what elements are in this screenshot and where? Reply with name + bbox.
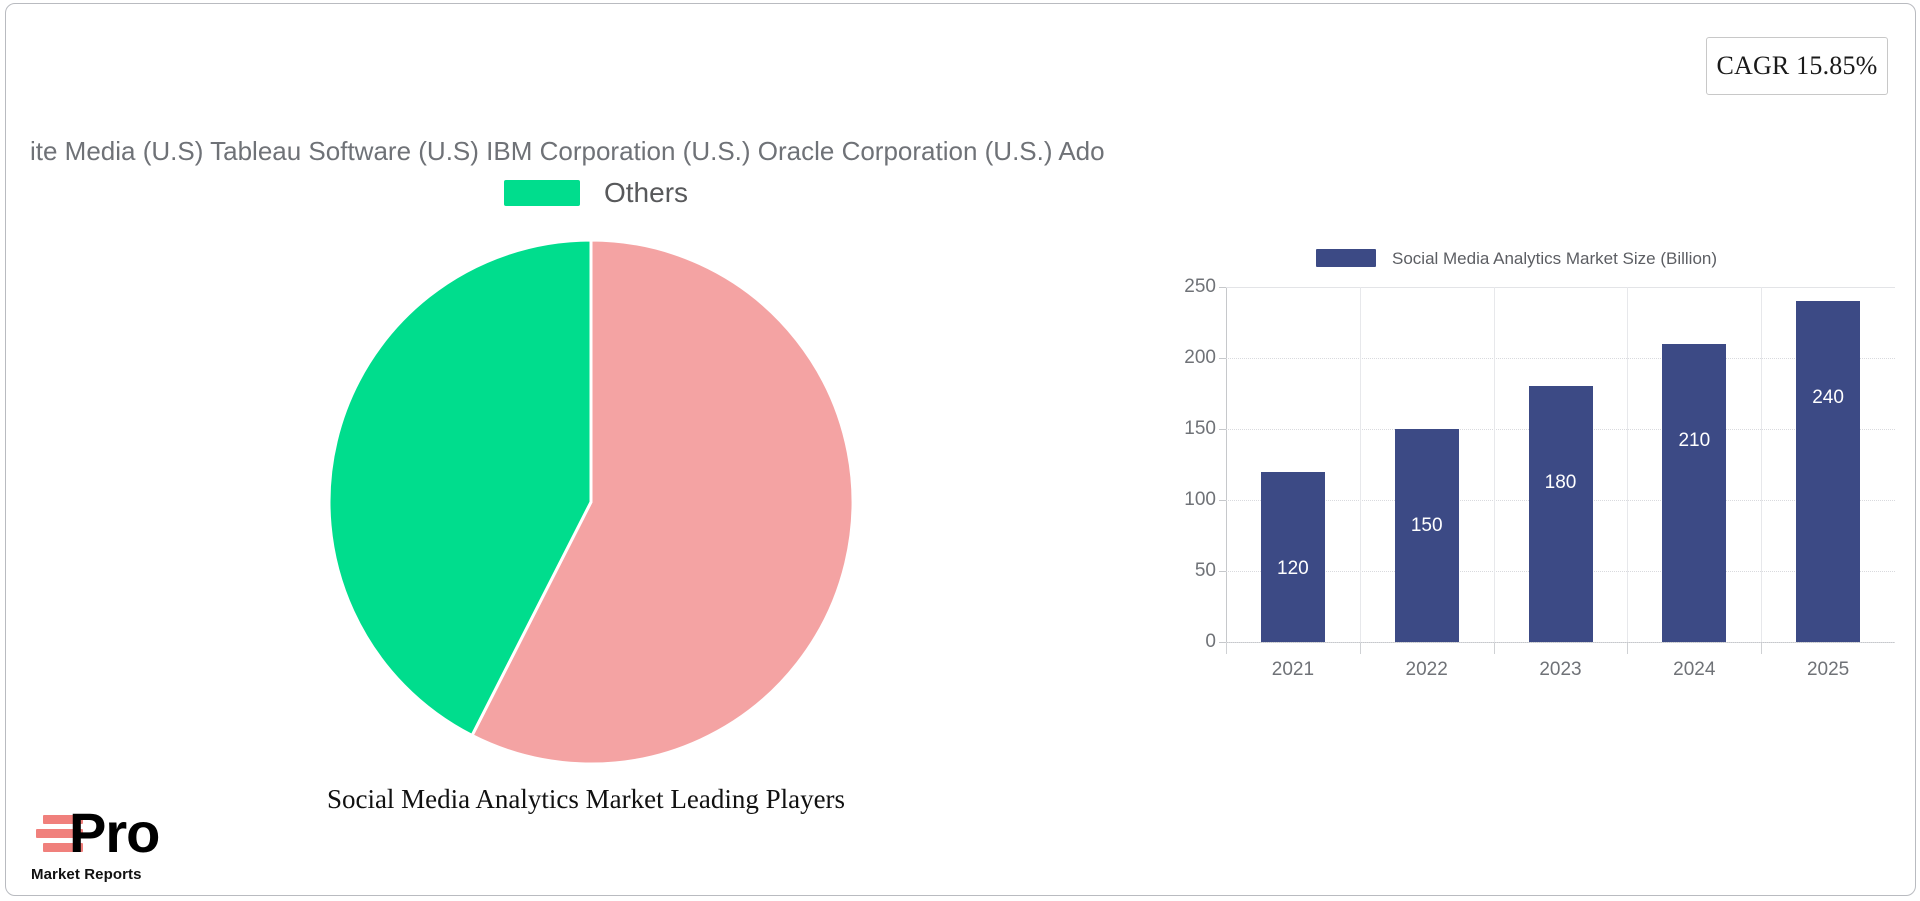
bar[interactable]: 180 [1528, 386, 1593, 642]
gridline-vertical [1627, 287, 1629, 642]
gridline-vertical [1359, 287, 1361, 642]
logo-wordmark: Pro [69, 801, 160, 864]
gridline-horizontal [1226, 642, 1895, 643]
report-card: CAGR 15.85% ite Media (U.S) Tableau Soft… [5, 3, 1916, 896]
logo-subtitle: Market Reports [31, 866, 142, 883]
y-axis-line [1226, 287, 1227, 642]
y-axis-tick-mark [1219, 500, 1226, 501]
x-axis-tick-mark [1627, 643, 1629, 654]
bar[interactable]: 240 [1796, 301, 1861, 642]
logo-bar-icon [36, 829, 83, 838]
cagr-badge: CAGR 15.85% [1706, 37, 1888, 95]
bar-value-label: 120 [1277, 557, 1309, 579]
y-axis-tick-label: 100 [1184, 489, 1216, 510]
x-axis-tick-mark [1226, 643, 1227, 654]
gridline-vertical [1761, 287, 1763, 642]
y-axis-tick-label: 50 [1194, 560, 1216, 581]
y-axis-tick-label: 0 [1205, 631, 1216, 652]
bar[interactable]: 120 [1260, 471, 1325, 642]
bar-value-label: 150 [1410, 515, 1443, 536]
pie-legend[interactable]: Others [504, 179, 688, 207]
pie-chart [321, 232, 861, 772]
bar-chart-panel: Social Media Analytics Market Size (Bill… [1166, 4, 1920, 897]
pie-slice[interactable] [327, 238, 593, 738]
bar-value-label: 180 [1544, 472, 1577, 494]
pie-legend-label: Others [604, 177, 689, 208]
x-axis-tick-label: 2024 [1673, 659, 1716, 680]
pie-chart-panel: ite Media (U.S) Tableau Software (U.S) I… [6, 4, 1166, 897]
gridline-vertical [1493, 287, 1495, 642]
leading-players-text: ite Media (U.S) Tableau Software (U.S) I… [30, 136, 1105, 166]
y-axis-tick-label: 250 [1184, 276, 1216, 297]
y-axis-tick-mark [1219, 642, 1226, 643]
pie-chart-title: Social Media Analytics Market Leading Pl… [326, 784, 846, 814]
y-axis-tick-mark [1219, 571, 1226, 572]
legend-swatch-icon [1316, 249, 1376, 267]
bar[interactable]: 150 [1394, 429, 1459, 642]
logo-bar-icon [43, 815, 83, 824]
y-axis-tick-mark [1219, 429, 1226, 430]
x-axis-tick-label: 2023 [1539, 659, 1582, 680]
gridline-horizontal [1226, 358, 1895, 359]
y-axis-tick-label: 200 [1184, 347, 1216, 368]
pie-slice[interactable] [470, 238, 855, 766]
bar-chart-plot-area: 120 150 180 210 240 0 50 100 150 200 250 2021 2022… [1184, 276, 1895, 680]
x-axis-tick-label: 2022 [1405, 659, 1448, 680]
bar[interactable]: 210 [1662, 343, 1727, 642]
x-axis-tick-mark [1359, 643, 1361, 654]
cagr-badge-label: CAGR 15.85% [1716, 51, 1878, 80]
pro-market-reports-logo: Pro Market Reports [31, 801, 160, 889]
logo-bar-icon [43, 843, 83, 852]
bar-value-label: 210 [1678, 429, 1711, 451]
x-axis-tick-label: 2025 [1806, 659, 1850, 680]
y-axis-tick-mark [1219, 358, 1226, 359]
x-axis-tick-mark [1493, 643, 1495, 654]
bar-value-label: 240 [1812, 387, 1844, 409]
bar-legend-label: Social Media Analytics Market Size (Bill… [1392, 248, 1718, 268]
x-axis-tick-label: 2021 [1271, 659, 1315, 680]
legend-swatch-icon [504, 180, 580, 206]
gridline-horizontal [1226, 287, 1895, 288]
bar-legend[interactable]: Social Media Analytics Market Size (Bill… [1316, 249, 1717, 267]
y-axis-tick-mark [1219, 287, 1226, 288]
logo-mark-icon: Pro [31, 801, 160, 865]
y-axis-tick-label: 150 [1184, 418, 1216, 439]
x-axis-tick-mark [1761, 643, 1763, 654]
